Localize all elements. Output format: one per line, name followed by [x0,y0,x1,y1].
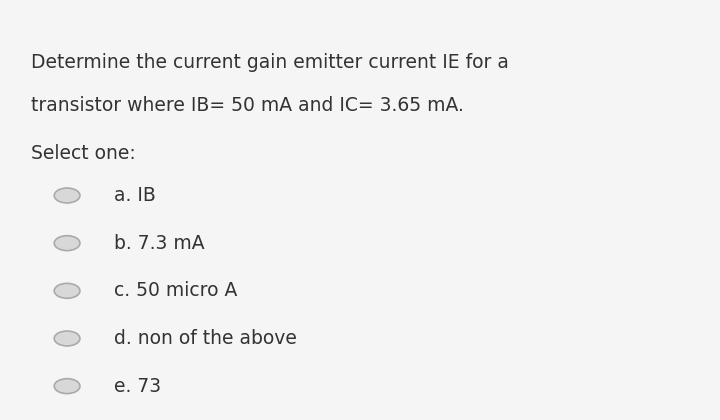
Text: a. IB: a. IB [114,186,156,205]
Text: c. 50 micro A: c. 50 micro A [114,281,237,300]
Circle shape [54,236,80,251]
Text: Determine the current gain emitter current IE for a: Determine the current gain emitter curre… [32,52,509,71]
Circle shape [54,331,80,346]
Text: e. 73: e. 73 [114,377,161,396]
Text: b. 7.3 mA: b. 7.3 mA [114,234,204,253]
Circle shape [54,188,80,203]
Text: d. non of the above: d. non of the above [114,329,297,348]
Text: Select one:: Select one: [32,144,136,163]
Circle shape [54,379,80,394]
Circle shape [54,284,80,298]
Text: transistor where IB= 50 mA and IC= 3.65 mA.: transistor where IB= 50 mA and IC= 3.65 … [32,96,464,115]
